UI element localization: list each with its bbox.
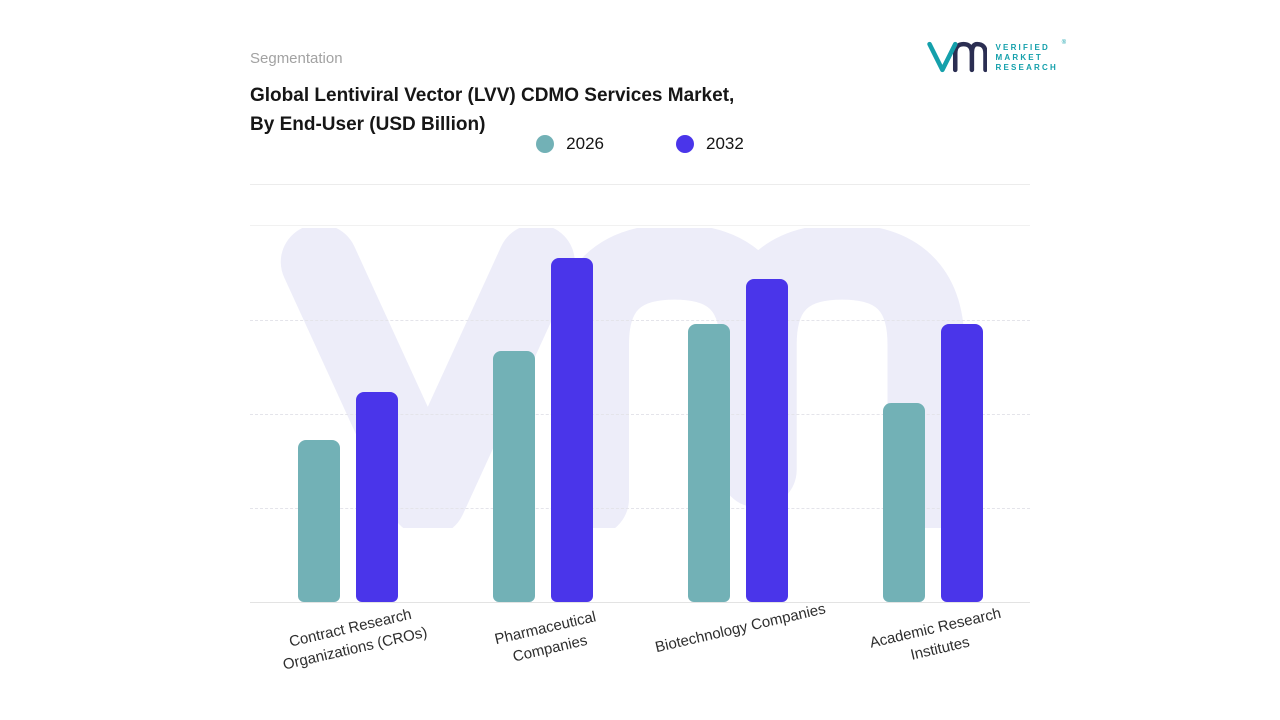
chart-title: Global Lentiviral Vector (LVV) CDMO Serv… (250, 82, 734, 140)
gridline-50 (250, 414, 1030, 415)
plot-groups: Contract Research Organizations (CROs) Ph… (250, 226, 1030, 674)
chart-title-line-1: Global Lentiviral Vector (LVV) CDMO Serv… (250, 85, 735, 106)
bar-2026 (882, 403, 925, 602)
logo-line-1: VERIFIED (995, 42, 1050, 52)
bar-2032 (550, 258, 593, 602)
bar-2026 (492, 351, 535, 602)
chart-legend: 2026 2032 (250, 134, 1030, 154)
gridline-75 (250, 320, 1030, 321)
vmr-monogram-icon (926, 41, 987, 73)
x-axis-label: Academic Research Institutes (867, 604, 1003, 664)
bar-group: Pharmaceutical Companies (445, 226, 640, 666)
legend-dot-2032 (676, 135, 694, 153)
bar-pair (687, 279, 788, 602)
bar-2026 (687, 324, 730, 602)
bar-2032 (745, 279, 788, 602)
bar-pair (492, 258, 593, 602)
bar-pair (882, 324, 983, 602)
legend-label-2026: 2026 (566, 134, 604, 153)
bar-pair (297, 392, 398, 602)
gridline-25 (250, 508, 1030, 509)
logo-line-2: MARKET (995, 52, 1043, 62)
x-axis-label: Biotechnology Companies (653, 600, 827, 657)
bar-2032 (940, 324, 983, 602)
bar-group: Academic Research Institutes (835, 226, 1030, 664)
legend-item-2032[interactable]: 2032 (676, 134, 744, 154)
registered-trademark: ® (1061, 39, 1066, 46)
x-axis-label: Contract Research Organizations (CROs) (280, 605, 429, 674)
plot-area: Contract Research Organizations (CROs) Ph… (250, 225, 1030, 674)
logo-line-3: RESEARCH (995, 62, 1058, 72)
x-axis-label: Pharmaceutical Companies (492, 608, 598, 666)
vmr-logo-text: VERIFIED MARKET RESEARCH ® (995, 40, 1067, 72)
vmr-logo: VERIFIED MARKET RESEARCH ® (925, 36, 1067, 78)
chart-title-line-2: By End-User (USD Billion) (250, 113, 486, 135)
segmentation-label: Segmentation (250, 50, 343, 67)
bar-2032 (355, 392, 398, 602)
bar-group: Biotechnology Companies (640, 226, 835, 656)
legend-label-2032: 2032 (706, 134, 744, 153)
header-divider (250, 184, 1030, 185)
bar-2026 (297, 440, 340, 602)
bar-group: Contract Research Organizations (CROs) (250, 226, 445, 674)
legend-dot-2026 (536, 135, 555, 153)
legend-item-2026[interactable]: 2026 (536, 134, 604, 154)
